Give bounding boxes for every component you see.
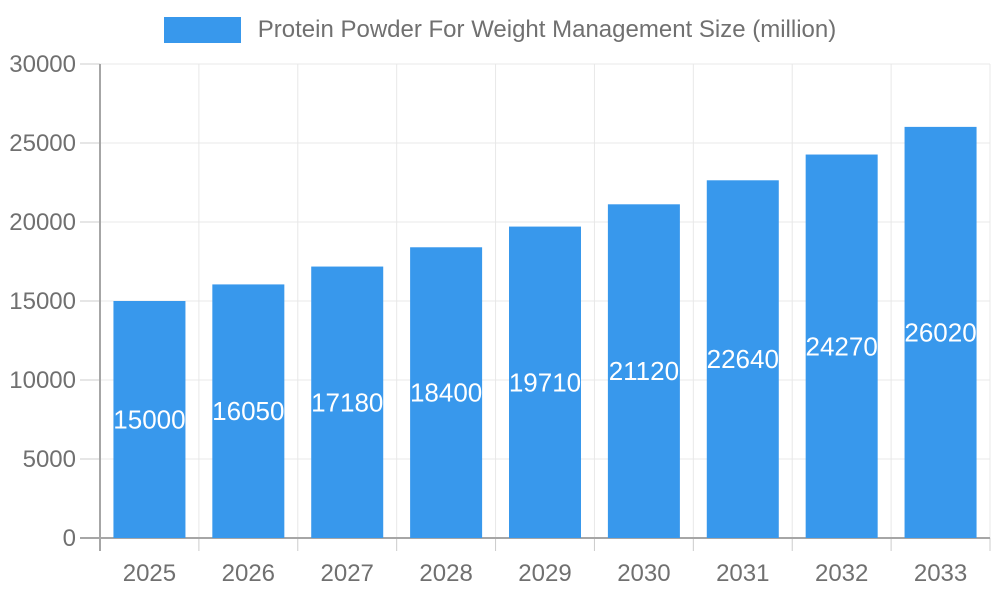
y-axis-tick-label: 30000 bbox=[9, 51, 76, 78]
bar-2028[interactable] bbox=[410, 247, 483, 538]
legend[interactable]: Protein Powder For Weight Management Siz… bbox=[0, 16, 1000, 44]
x-axis-tick-label: 2027 bbox=[321, 560, 374, 587]
bar-2030[interactable] bbox=[607, 204, 680, 538]
y-axis-tick-label: 25000 bbox=[9, 130, 76, 157]
y-axis-tick-label: 20000 bbox=[9, 209, 76, 236]
bar-2031[interactable] bbox=[706, 180, 779, 538]
bar-value-label: 21120 bbox=[609, 356, 679, 386]
y-axis-tick-label: 10000 bbox=[9, 367, 76, 394]
x-axis-tick-label: 2026 bbox=[222, 560, 275, 587]
x-axis-tick-label: 2030 bbox=[617, 560, 670, 587]
x-axis-tick-label: 2029 bbox=[518, 560, 571, 587]
y-axis-tick-label: 15000 bbox=[9, 288, 76, 315]
bar-value-label: 18400 bbox=[410, 378, 482, 408]
legend-label: Protein Powder For Weight Management Siz… bbox=[257, 16, 837, 43]
x-axis-tick-label: 2028 bbox=[419, 560, 472, 587]
bar-value-label: 17180 bbox=[311, 387, 383, 417]
y-axis-tick-label: 0 bbox=[63, 525, 76, 552]
bar-value-label: 19710 bbox=[509, 367, 581, 397]
x-axis-tick-label: 2032 bbox=[815, 560, 868, 587]
bar-value-label: 16050 bbox=[212, 396, 284, 426]
legend-swatch-icon bbox=[163, 17, 241, 43]
bar-value-label: 24270 bbox=[806, 331, 878, 361]
x-axis-tick-label: 2031 bbox=[716, 560, 769, 587]
bar-2027[interactable] bbox=[311, 266, 384, 538]
bar-2025[interactable] bbox=[113, 301, 186, 538]
bar-2032[interactable] bbox=[805, 154, 878, 538]
bar-value-label: 15000 bbox=[113, 405, 185, 435]
bar-value-label: 26020 bbox=[904, 317, 976, 347]
bar-2026[interactable] bbox=[212, 284, 285, 538]
bar-2029[interactable] bbox=[509, 226, 581, 538]
y-axis-tick-label: 5000 bbox=[23, 446, 76, 473]
x-axis-tick-label: 2033 bbox=[914, 560, 967, 587]
bar-value-label: 22640 bbox=[707, 344, 779, 374]
x-axis-tick-label: 2025 bbox=[123, 560, 176, 587]
bar-2033[interactable] bbox=[904, 126, 977, 538]
